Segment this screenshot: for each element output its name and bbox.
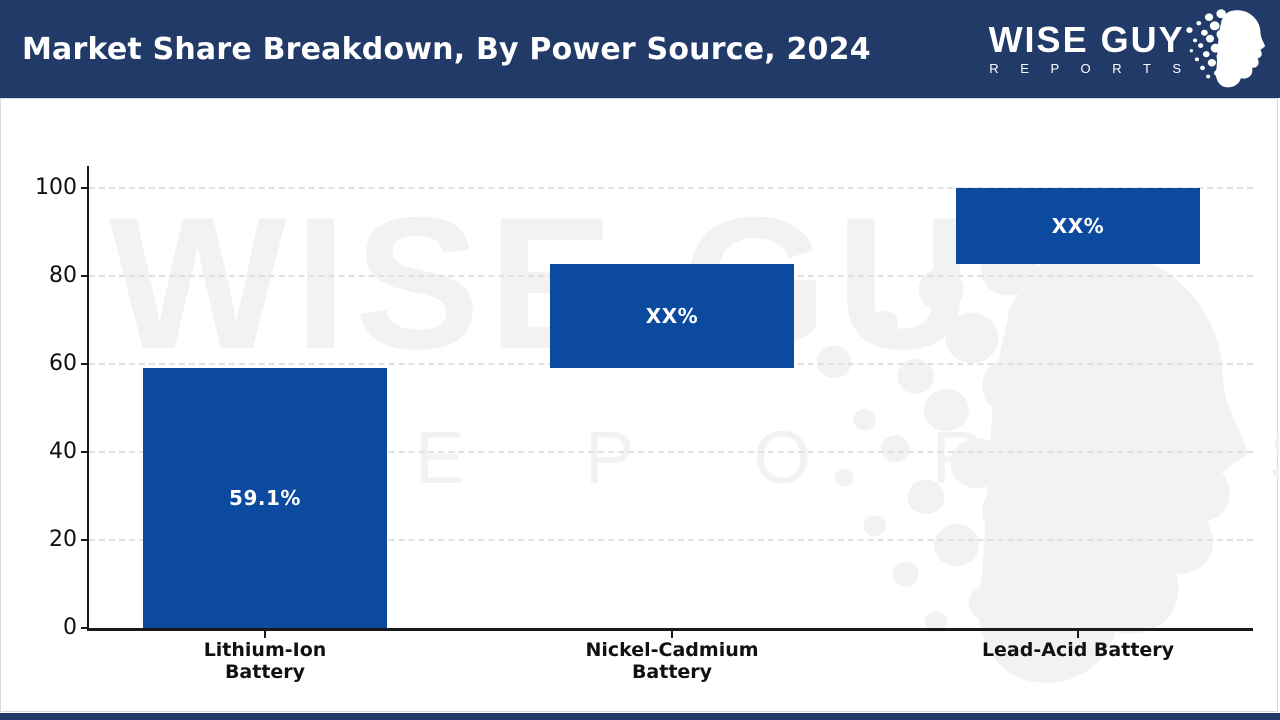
bar-3: XX% <box>956 188 1200 264</box>
header-bar: Market Share Breakdown, By Power Source,… <box>0 0 1280 98</box>
y-tick-20 <box>81 539 89 541</box>
bar-2: XX% <box>550 263 794 368</box>
footer-bar <box>0 713 1280 720</box>
brand-logo: WISE GUY R E P O R T S <box>983 6 1280 92</box>
bar-value-label-1: 59.1% <box>229 485 301 510</box>
bar-1: 59.1% <box>143 367 387 628</box>
category-label-3: Lead-Acid Battery <box>981 639 1175 661</box>
y-tick-80 <box>81 275 89 277</box>
gridline-100 <box>89 187 1253 189</box>
x-axis-line <box>89 628 1253 631</box>
y-tick-60 <box>81 363 89 365</box>
gridline-20 <box>89 539 1253 541</box>
y-tick-40 <box>81 451 89 453</box>
logo-subtitle: R E P O R T S <box>989 61 1190 76</box>
y-axis-line <box>86 166 89 631</box>
y-tick-label-0: 0 <box>63 615 77 640</box>
x-tick-2 <box>671 630 673 638</box>
logo-text: WISE GUY R E P O R T S <box>983 19 1190 77</box>
y-tick-label-100: 100 <box>35 175 77 200</box>
background-watermark: WISE GUY R E P O R T S <box>1 99 1279 711</box>
y-tick-label-80: 80 <box>49 263 77 288</box>
y-tick-100 <box>81 187 89 189</box>
x-tick-1 <box>264 630 266 638</box>
logo-wordmark: WISE GUY <box>988 19 1185 60</box>
category-label-1: Lithium-Ion Battery <box>203 639 327 683</box>
x-tick-3 <box>1077 630 1079 638</box>
y-tick-label-60: 60 <box>49 351 77 376</box>
y-tick-label-20: 20 <box>49 527 77 552</box>
bar-value-label-3: XX% <box>1051 213 1105 238</box>
chart-card: WISE GUY R E P O R T S 0 20 40 60 80 100 59.1%… <box>0 98 1279 712</box>
y-tick-label-40: 40 <box>49 439 77 464</box>
plot-area: 0 20 40 60 80 100 59.1% Lithium-Ion Battery XX% N… <box>1 99 1279 711</box>
bar-value-label-2: XX% <box>645 303 699 328</box>
gridline-40 <box>89 451 1253 453</box>
chart-title: Market Share Breakdown, By Power Source,… <box>22 31 871 67</box>
wiseguy-head-icon <box>1186 9 1266 88</box>
watermark-head-icon <box>816 245 1248 683</box>
category-label-2: Nickel-Cadmium Battery <box>585 639 759 683</box>
y-tick-0 <box>81 627 89 629</box>
